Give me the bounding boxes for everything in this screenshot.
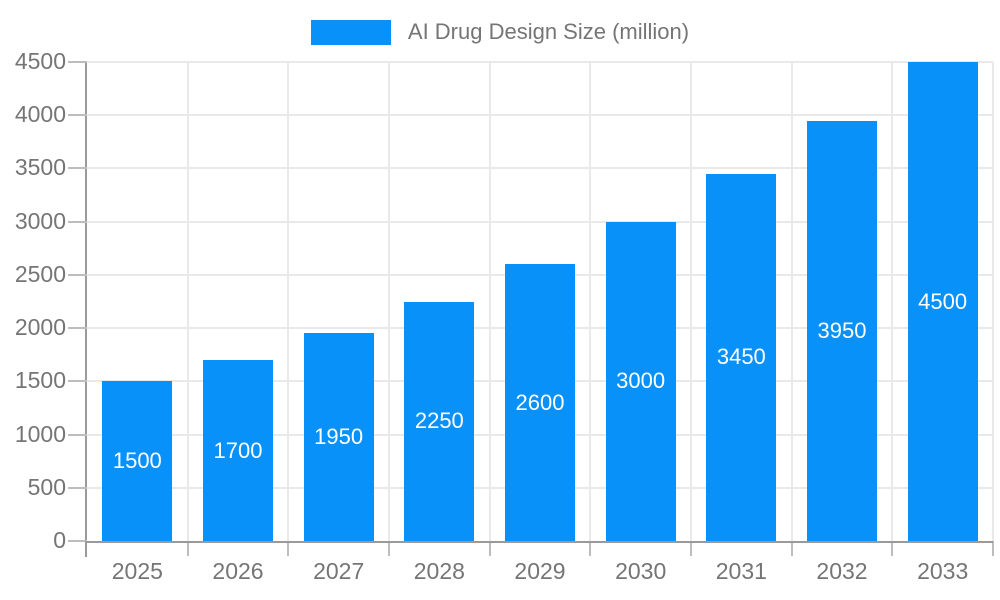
x-axis-label: 2033 [917, 558, 969, 584]
x-axis-tick [589, 541, 592, 556]
x-axis-tick [388, 541, 390, 556]
legend[interactable]: AI Drug Design Size (million) [0, 19, 1000, 45]
x-axis-label: 2025 [111, 558, 163, 584]
x-axis-tick [891, 541, 894, 556]
x-axis-label: 2030 [615, 558, 667, 584]
y-axis-label: 1000 [14, 420, 66, 447]
bar-value-label: 4500 [918, 288, 968, 314]
x-axis-label: 2031 [715, 558, 767, 584]
x-axis-label: 2026 [212, 558, 264, 584]
y-axis-tick [68, 486, 87, 489]
bar-2026: 1700 [203, 360, 273, 541]
gridline-horizontal [87, 167, 993, 170]
gridline-vertical [790, 62, 793, 541]
x-axis-tick [790, 541, 793, 556]
bar-value-label: 1950 [314, 424, 364, 450]
y-axis-tick [68, 220, 87, 223]
bar-value-label: 1500 [112, 448, 162, 474]
y-axis-tick [68, 61, 87, 63]
y-axis-tick [68, 114, 87, 117]
gridline-vertical [388, 62, 390, 541]
bar-2028: 2250 [404, 301, 475, 541]
gridline-horizontal [87, 114, 993, 117]
x-axis-tick [690, 541, 692, 556]
y-axis-tick [68, 327, 87, 330]
x-axis-label: 2029 [514, 558, 566, 584]
bar-value-label: 2600 [515, 389, 565, 415]
bar-value-label: 3450 [716, 344, 766, 370]
bar-value-label: 1700 [213, 437, 263, 463]
bar-2031: 3450 [706, 173, 777, 541]
y-axis-tick [68, 167, 87, 170]
x-axis-tick [287, 541, 290, 556]
y-axis-label: 4000 [14, 101, 66, 128]
gridline-vertical [488, 62, 491, 541]
y-axis-label: 1500 [14, 367, 66, 394]
x-axis-tick [992, 541, 994, 556]
bar-value-label: 3000 [616, 368, 666, 394]
x-axis-tick [488, 541, 491, 556]
gridline-horizontal [87, 61, 993, 63]
bar-2029: 2600 [505, 264, 575, 541]
legend-swatch [310, 19, 391, 45]
y-axis-tick [68, 380, 87, 383]
gridline-vertical [690, 62, 692, 541]
x-axis-line [85, 541, 993, 543]
bar-2027: 1950 [303, 333, 374, 541]
bar-value-label: 2250 [414, 408, 464, 434]
x-axis-label: 2028 [413, 558, 465, 584]
gridline-vertical [186, 62, 189, 541]
gridline-vertical [287, 62, 290, 541]
x-axis-tick [186, 541, 189, 556]
y-axis-label: 500 [27, 473, 66, 500]
plot-area: 0 500 1000 1500 2000 2500 3000 3500 4000 4500 2025… [15, 48, 994, 584]
x-axis-label: 2032 [816, 558, 868, 584]
y-axis-tick [68, 540, 87, 542]
y-axis-label: 4500 [14, 47, 66, 74]
y-axis-label: 3500 [14, 154, 66, 181]
gridline-vertical [992, 62, 994, 541]
bar-2032: 3950 [807, 120, 877, 541]
bar-2033: 4500 [907, 62, 978, 541]
gridline-vertical [891, 62, 894, 541]
legend-label: AI Drug Design Size (million) [407, 19, 690, 44]
bar-value-label: 3950 [817, 317, 867, 343]
x-axis-label: 2027 [313, 558, 365, 584]
bar-2025: 1500 [102, 381, 173, 541]
y-axis-label: 0 [53, 526, 66, 553]
gridline-horizontal [87, 220, 993, 223]
gridline-vertical [589, 62, 592, 541]
y-axis-tick [68, 433, 87, 436]
y-axis-label: 2000 [14, 314, 66, 341]
y-axis-line [85, 62, 87, 557]
bar-2030: 3000 [605, 221, 676, 541]
y-axis-label: 2500 [14, 260, 66, 287]
y-axis-tick [68, 273, 87, 276]
y-axis-label: 3000 [14, 207, 66, 234]
